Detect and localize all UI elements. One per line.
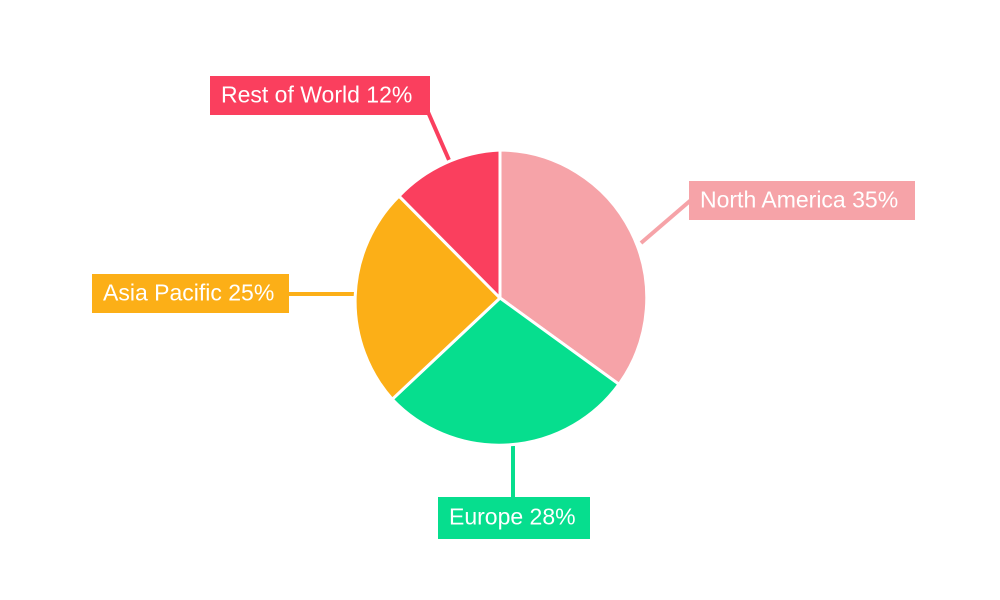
pie-slice-rest-of-world[interactable] bbox=[397, 148, 502, 300]
pie-slice-europe[interactable] bbox=[390, 296, 621, 447]
label-box-north-america bbox=[689, 181, 915, 220]
slice-label-north-america[interactable]: North America 35% bbox=[689, 181, 915, 220]
leader-line-north-america bbox=[639, 198, 693, 245]
label-text-europe: Europe 28% bbox=[449, 504, 576, 530]
slice-label-rest-of-world[interactable]: Rest of World 12% bbox=[210, 76, 430, 115]
label-text-north-america: North America 35% bbox=[700, 187, 898, 213]
label-box-europe bbox=[438, 497, 590, 539]
pie-slice-asia-pacific[interactable] bbox=[353, 194, 502, 401]
label-text-rest-of-world: Rest of World 12% bbox=[221, 82, 412, 108]
slice-label-europe[interactable]: Europe 28% bbox=[438, 497, 590, 539]
label-box-rest-of-world bbox=[210, 76, 430, 115]
label-text-asia-pacific: Asia Pacific 25% bbox=[103, 280, 274, 306]
slice-label-asia-pacific[interactable]: Asia Pacific 25% bbox=[92, 274, 289, 313]
pie-slices-group bbox=[353, 148, 649, 447]
pie-slice-north-america[interactable] bbox=[498, 148, 649, 386]
leader-lines-group bbox=[287, 111, 693, 500]
leader-line-rest-of-world bbox=[426, 111, 451, 161]
label-box-asia-pacific bbox=[92, 274, 289, 313]
